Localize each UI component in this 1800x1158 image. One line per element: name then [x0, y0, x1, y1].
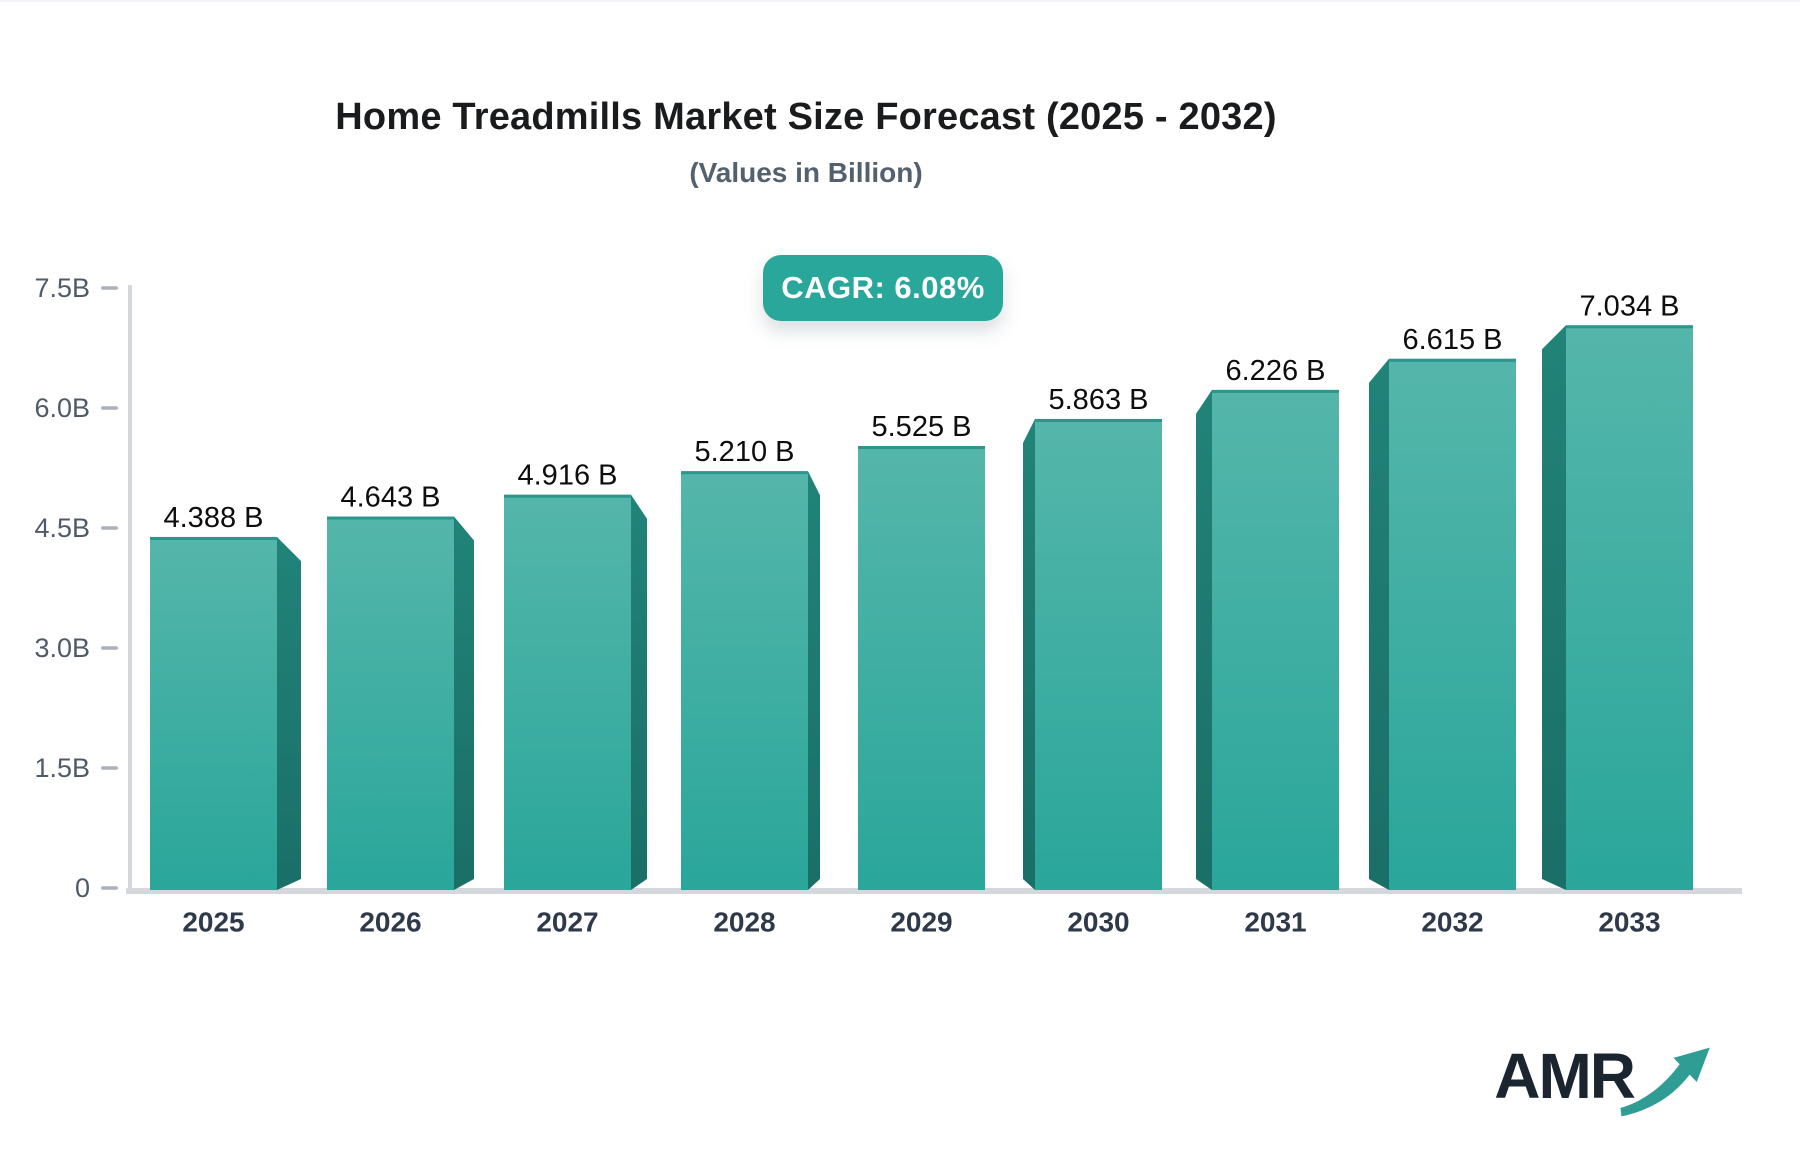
bar-top-edge: [150, 536, 277, 540]
x-axis-label: 2032: [1421, 907, 1483, 938]
bar-group-2033: 7.034 B 2033: [1542, 290, 1693, 938]
bar-value-label: 4.916 B: [518, 460, 618, 492]
amr-logo: AMR: [1494, 1040, 1716, 1117]
y-axis-tick-label: 4.5B: [34, 513, 90, 543]
bar-group-2028: 5.210 B 2028: [681, 436, 820, 938]
bar-value-label: 4.388 B: [164, 502, 264, 534]
x-axis-line: [126, 888, 1742, 894]
bar-side-face: [277, 536, 301, 890]
bar-front-face: [1389, 358, 1516, 890]
x-axis-label: 2031: [1244, 907, 1306, 938]
y-axis-tick-label: 3.0B: [34, 633, 90, 663]
bar-front-face: [150, 536, 277, 890]
amr-logo-text: AMR: [1494, 1040, 1636, 1112]
bar-side-face: [1023, 418, 1035, 890]
bar-group-2027: 4.916 B 2027: [504, 460, 647, 938]
bar-group-2030: 5.863 B 2030: [1023, 384, 1162, 938]
bar-value-label: 5.210 B: [695, 436, 795, 468]
y-axis-tick-mark: [101, 286, 118, 290]
x-axis-label: 2028: [713, 907, 775, 938]
bar-side-face: [1369, 358, 1389, 890]
x-axis-label: 2033: [1598, 907, 1660, 938]
bar-group-2029: 5.525 B 2029: [858, 411, 985, 938]
bar-group-2026: 4.643 B 2026: [327, 482, 474, 938]
bar-value-label: 5.525 B: [872, 411, 972, 443]
y-axis-tick-label: 7.5B: [34, 273, 90, 303]
bar-value-label: 6.226 B: [1226, 355, 1326, 387]
bar-side-face: [631, 494, 647, 890]
bar-front-face: [327, 516, 454, 890]
bar-top-edge: [1389, 358, 1516, 362]
y-axis-line: [128, 285, 132, 894]
bar-group-2025: 4.388 B 2025: [150, 502, 301, 938]
bar-top-edge: [1035, 418, 1162, 422]
y-axis-tick-label: 0: [75, 873, 90, 903]
bar-side-face: [454, 516, 474, 890]
bar-group-2031: 6.226 B 2031: [1196, 355, 1339, 938]
bar-top-edge: [1566, 325, 1693, 329]
bar-front-face: [1566, 325, 1693, 890]
x-axis-label: 2030: [1067, 907, 1129, 938]
cagr-badge: CAGR: 6.08%: [763, 255, 1003, 321]
growth-arrow-icon: [1620, 1047, 1710, 1117]
bar-top-edge: [1212, 389, 1339, 393]
x-axis-label: 2026: [359, 907, 421, 938]
bar-front-face: [1035, 418, 1162, 890]
bar-group-2032: 6.615 B 2032: [1369, 324, 1516, 938]
bar-side-face: [1542, 325, 1566, 890]
bar-front-face: [504, 494, 631, 890]
bar-value-label: 4.643 B: [341, 482, 441, 514]
bar-value-label: 6.615 B: [1403, 324, 1503, 356]
x-axis-label: 2025: [182, 907, 244, 938]
bar-value-label: 5.863 B: [1049, 384, 1149, 416]
bar-side-face: [808, 471, 820, 890]
y-axis-tick-label: 6.0B: [34, 393, 90, 423]
y-axis-tick-mark: [101, 406, 118, 410]
bar-value-label: 7.034 B: [1580, 290, 1680, 322]
y-axis-tick-mark: [101, 646, 118, 650]
y-axis-tick-label: 1.5B: [34, 753, 90, 783]
x-axis-label: 2027: [536, 907, 598, 938]
bar-side-face: [1196, 389, 1212, 890]
bar-top-edge: [327, 516, 454, 520]
y-axis-tick-mark: [101, 766, 118, 770]
bar-front-face: [681, 471, 808, 890]
bar-top-edge: [504, 494, 631, 498]
y-axis-tick-mark: [101, 886, 118, 890]
bar-top-edge: [681, 471, 808, 475]
bar-top-edge: [858, 446, 985, 449]
bar-front-face: [1212, 389, 1339, 890]
y-axis-tick-mark: [101, 526, 118, 530]
bar-front-face: [858, 446, 985, 890]
x-axis-label: 2029: [890, 907, 952, 938]
